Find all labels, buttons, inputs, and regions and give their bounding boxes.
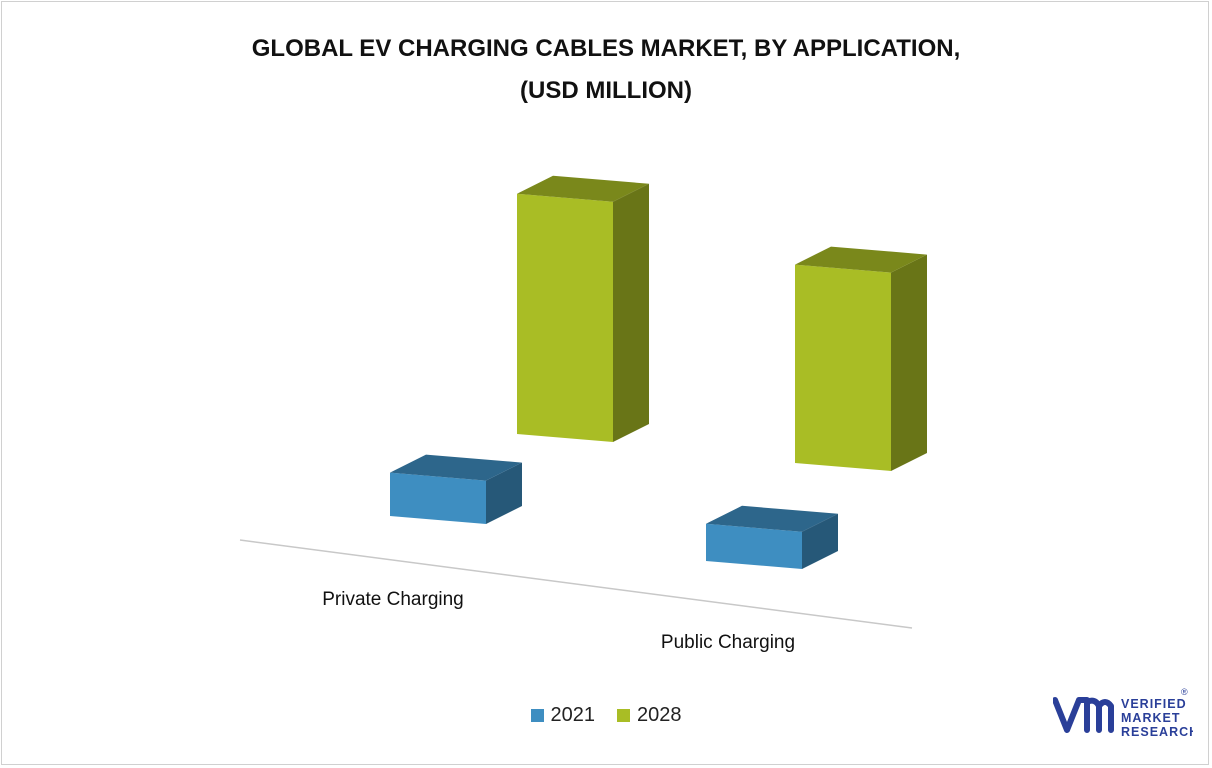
bar-top-2028-private-charging [517,175,649,202]
chart-subtitle: (USD MILLION) [520,77,692,104]
bars-group [390,175,927,569]
legend-label-2028: 2028 [637,704,682,726]
chart-plot-area: Private Charging Public Charging [239,175,927,653]
logo-text-line2: MARKET [1121,711,1180,725]
bar-side-2021-private-charging [486,462,522,524]
logo-vm-mark [1053,697,1114,733]
bar-top-2021-public-charging [706,505,838,532]
bar-2021-private-charging [390,454,522,524]
bar-2028-public-charging [795,246,927,471]
legend: 2021 2028 [0,704,1212,727]
bar-side-2028-public-charging [891,254,927,471]
bar-side-2021-public-charging [802,513,838,569]
bar-top-2021-private-charging [390,454,522,481]
logo-registered-mark: ® [1181,687,1188,697]
floor-line [239,539,913,629]
category-label-private-charging: Private Charging [322,589,464,610]
legend-item-2021: 2021 [530,704,596,727]
legend-label-2021: 2021 [550,704,596,726]
logo-text-line1: VERIFIED [1121,697,1187,711]
bar-2028-private-charging [517,175,649,442]
bar-front-2028-public-charging [795,264,891,471]
bar-2021-public-charging [706,505,838,569]
bar-front-2021-private-charging [390,472,486,524]
verified-market-research-logo: VERIFIED MARKET RESEARCH ® [1053,687,1193,739]
chart-title: GLOBAL EV CHARGING CABLES MARKET, BY APP… [0,28,1212,112]
chart-title-line1: GLOBAL EV CHARGING CABLES MARKET, BY APP… [251,35,961,62]
legend-swatch-2021 [530,709,544,722]
logo-text-line3: RESEARCH [1121,725,1193,739]
legend-item-2028: 2028 [617,704,682,727]
bar-side-2028-private-charging [613,183,649,442]
bar-front-2021-public-charging [706,523,802,569]
bar-front-2028-private-charging [517,193,613,442]
bar-top-2028-public-charging [795,246,927,273]
category-label-public-charging: Public Charging [661,632,795,653]
legend-swatch-2028 [617,709,630,722]
